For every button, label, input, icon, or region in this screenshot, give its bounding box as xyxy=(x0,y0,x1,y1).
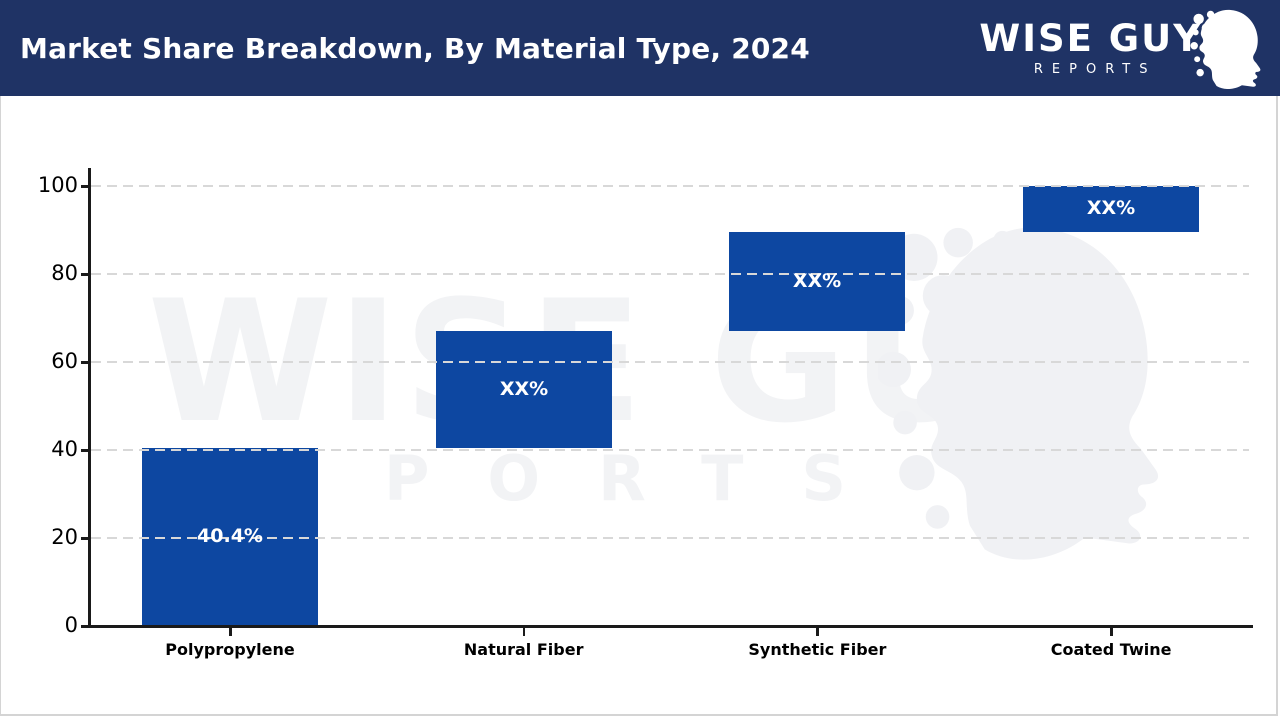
wiseguy-face-icon xyxy=(1190,9,1261,89)
y-tick-label-80: 80 xyxy=(51,261,78,285)
logo-wordmark: WISE GUY xyxy=(979,17,1202,60)
y-tick-0 xyxy=(81,625,89,628)
y-tick-60 xyxy=(81,361,89,364)
bar-value-label-coated-twine: XX% xyxy=(1086,197,1136,219)
x-tick-coated-twine xyxy=(1110,627,1113,636)
y-tick-label-60: 60 xyxy=(51,349,78,373)
y-tick-40 xyxy=(81,449,89,452)
header-bar: Market Share Breakdown, By Material Type… xyxy=(0,0,1280,96)
watermark-subtitle: PORTS xyxy=(383,442,905,515)
page-title: Market Share Breakdown, By Material Type… xyxy=(20,31,810,65)
bar-coated-twine xyxy=(1023,186,1199,233)
wiseguy-logo-text: WISE GUY REPORTS xyxy=(979,20,1202,76)
y-tick-label-100: 100 xyxy=(37,173,78,197)
x-category-label-coated-twine: Coated Twine xyxy=(1050,640,1172,659)
x-category-label-natural-fiber: Natural Fiber xyxy=(463,640,584,659)
x-tick-natural-fiber xyxy=(522,627,526,636)
y-tick-label-0: 0 xyxy=(64,613,78,637)
y-tick-20 xyxy=(81,537,89,540)
bar-synthetic-fiber xyxy=(729,232,905,332)
y-axis-line xyxy=(88,168,91,627)
logo-subtitle: REPORTS xyxy=(1033,62,1157,77)
y-tick-label-20: 20 xyxy=(51,525,78,549)
x-category-label-synthetic-fiber: Synthetic Fiber xyxy=(748,640,887,659)
x-tick-synthetic-fiber xyxy=(816,627,819,636)
bar-value-label-synthetic-fiber: XX% xyxy=(792,270,842,292)
bar-value-label-natural-fiber: XX% xyxy=(499,378,549,400)
gridline-40 xyxy=(91,449,1249,451)
gridline-60 xyxy=(91,361,1249,363)
x-axis-line xyxy=(88,625,1253,628)
x-category-label-polypropylene: Polypropylene xyxy=(165,640,295,659)
wiseguy-logo: WISE GUY REPORTS xyxy=(979,7,1266,89)
gridline-20 xyxy=(91,537,1249,539)
gridline-80 xyxy=(91,273,1249,275)
bar-natural-fiber xyxy=(436,331,612,449)
x-tick-polypropylene xyxy=(229,627,232,636)
y-tick-100 xyxy=(81,185,89,188)
y-tick-80 xyxy=(81,273,89,276)
bar-value-label-polypropylene: 40.4% xyxy=(197,525,263,547)
gridline-100 xyxy=(91,185,1249,187)
y-tick-label-40: 40 xyxy=(51,437,78,461)
